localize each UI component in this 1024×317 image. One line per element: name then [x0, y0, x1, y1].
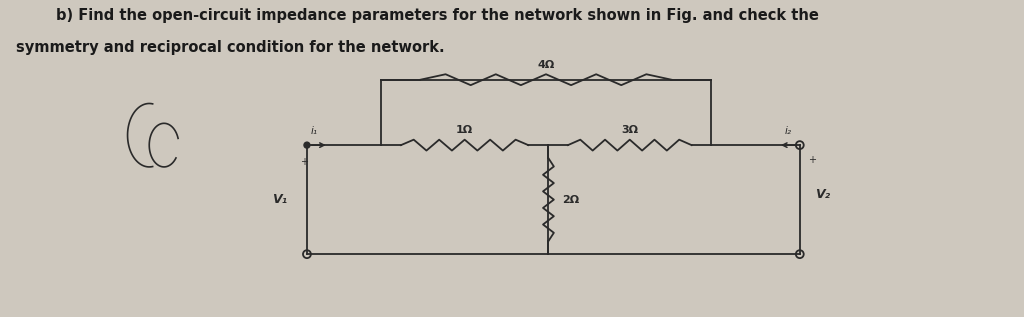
Text: +: +: [300, 157, 308, 167]
Circle shape: [304, 142, 310, 148]
Text: +: +: [808, 155, 816, 165]
Text: i₂: i₂: [784, 126, 792, 136]
Text: symmetry and reciprocal condition for the network.: symmetry and reciprocal condition for th…: [16, 40, 444, 55]
Text: i₁: i₁: [311, 126, 317, 136]
Text: 2Ω: 2Ω: [562, 195, 580, 205]
Text: 4Ω: 4Ω: [538, 60, 555, 70]
Text: V₁: V₁: [272, 193, 288, 206]
Text: 3Ω: 3Ω: [622, 125, 638, 135]
Text: b) Find the open-circuit impedance parameters for the network shown in Fig. and : b) Find the open-circuit impedance param…: [55, 8, 818, 23]
Text: V₂: V₂: [814, 188, 829, 201]
Text: 1Ω: 1Ω: [456, 125, 473, 135]
